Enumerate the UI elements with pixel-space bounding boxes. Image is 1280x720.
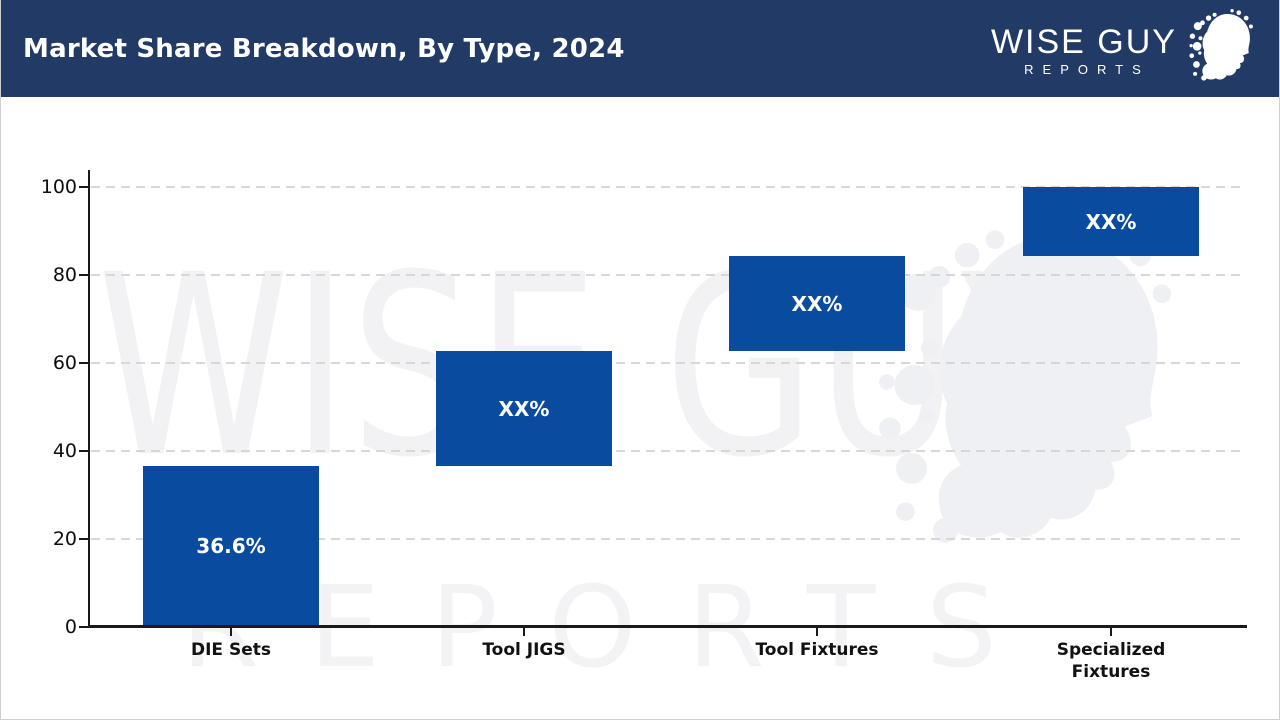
x-axis-label: DIE Sets — [191, 640, 271, 660]
gridline — [91, 362, 1246, 364]
dotted-face-icon — [1189, 9, 1253, 81]
page-title: Market Share Breakdown, By Type, 2024 — [23, 33, 625, 64]
y-tick-label: 100 — [40, 176, 77, 198]
gridline — [91, 538, 1246, 540]
y-tick-label: 40 — [52, 440, 77, 462]
y-tick-mark — [79, 186, 88, 188]
brand-logo: WISE GUY REPORTS — [991, 8, 1265, 92]
y-tick-label: 60 — [52, 352, 77, 374]
bar-value-label: 36.6% — [196, 534, 266, 559]
bar-value-label: XX% — [498, 396, 550, 421]
brand-subname: REPORTS — [1024, 61, 1150, 77]
y-tick-label: 20 — [52, 528, 77, 550]
y-tick-mark — [79, 274, 88, 276]
y-tick-mark — [79, 538, 88, 540]
bar-value-label: XX% — [791, 291, 843, 316]
dotted-face-watermark-icon — [879, 213, 1172, 543]
bar-tool-fixtures: XX% — [729, 256, 905, 352]
y-tick-mark — [79, 626, 88, 628]
bar-value-label: XX% — [1085, 209, 1137, 234]
x-tick-mark — [523, 628, 525, 636]
x-tick-mark — [816, 628, 818, 636]
gridline — [91, 186, 1246, 188]
x-tick-mark — [230, 628, 232, 636]
y-axis-line — [88, 170, 90, 628]
gridline — [91, 450, 1246, 452]
y-tick-mark — [79, 362, 88, 364]
gridline — [91, 274, 1246, 276]
brand-logo-text: WISE GUY REPORTS — [991, 24, 1177, 77]
y-tick-label: 80 — [52, 264, 77, 286]
y-tick-mark — [79, 450, 88, 452]
x-axis-label: Specialized Fixtures — [1056, 640, 1166, 682]
x-axis-label: Tool Fixtures — [755, 640, 879, 660]
bar-tool-jigs: XX% — [436, 351, 612, 466]
x-axis-label: Tool JIGS — [482, 640, 566, 660]
x-tick-mark — [1110, 628, 1112, 636]
bar-die-sets: 36.6% — [143, 465, 319, 627]
x-axis-line — [88, 625, 1247, 628]
bar-specialized-fixtures: XX% — [1023, 187, 1199, 257]
header-bar: Market Share Breakdown, By Type, 2024 — [1, 0, 1279, 97]
brand-name: WISE GUY — [990, 22, 1177, 61]
y-tick-label: 0 — [64, 616, 77, 638]
